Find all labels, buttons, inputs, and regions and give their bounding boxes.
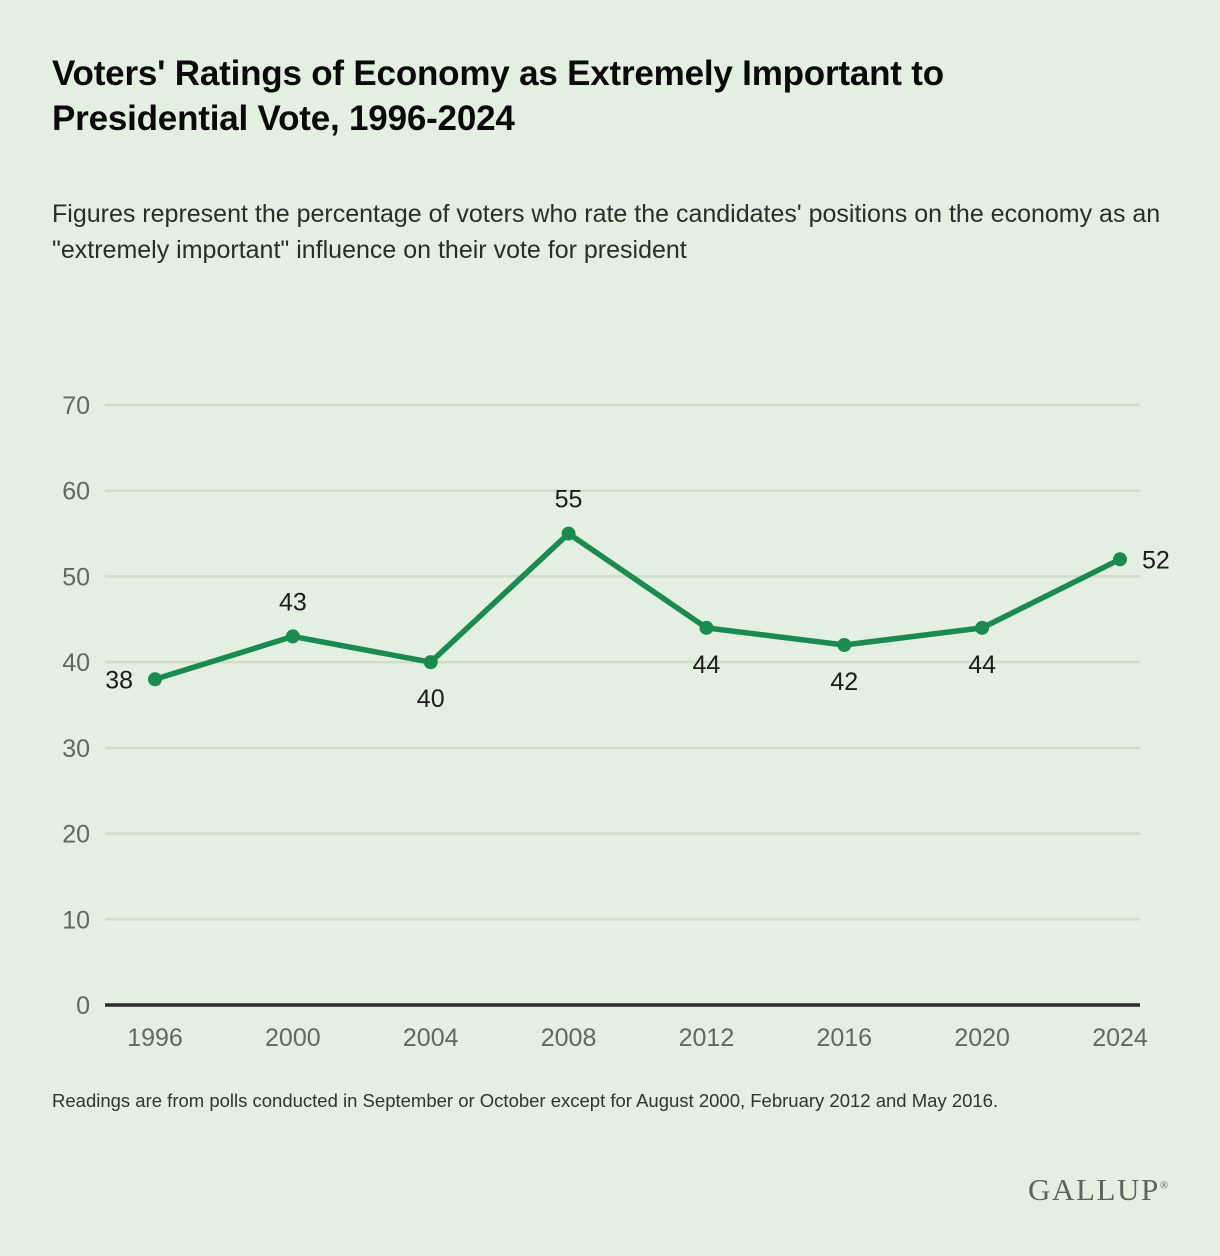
data-point-label: 44 <box>968 651 996 679</box>
x-axis-tick-label: 2016 <box>816 1024 872 1052</box>
data-point-label: 38 <box>105 666 133 694</box>
data-point <box>837 638 852 652</box>
x-axis-tick-label: 1996 <box>127 1024 183 1052</box>
data-point-labels: 38 43 40 55 44 42 44 52 <box>105 486 1170 714</box>
data-point <box>975 620 990 635</box>
y-axis-tick-label: 20 <box>62 821 90 849</box>
data-point <box>1113 552 1127 567</box>
data-point-label: 42 <box>830 668 858 696</box>
x-axis-labels: 1996 2000 2004 2008 2012 2016 2020 2024 <box>127 1024 1148 1052</box>
x-axis-tick-label: 2000 <box>265 1024 321 1052</box>
footnote: Readings are from polls conducted in Sep… <box>52 1090 999 1111</box>
y-axis-tick-label: 60 <box>62 478 90 506</box>
gallup-logo: GALLUP® <box>1028 1172 1168 1208</box>
y-axis-tick-label: 50 <box>62 563 90 591</box>
y-axis-tick-label: 70 <box>62 392 90 420</box>
data-point-label: 55 <box>555 486 583 514</box>
gallup-wordmark: GALLUP <box>1028 1172 1160 1207</box>
data-point <box>699 620 714 635</box>
data-point <box>423 655 438 670</box>
x-axis-tick-label: 2012 <box>679 1024 735 1052</box>
y-axis-tick-label: 0 <box>76 992 90 1020</box>
gridlines <box>105 403 1140 921</box>
x-axis-tick-label: 2020 <box>954 1024 1010 1052</box>
data-line <box>152 530 1123 683</box>
y-axis-tick-label: 30 <box>62 735 90 763</box>
x-axis-tick-label: 2024 <box>1092 1024 1148 1052</box>
x-axis-tick-label: 2008 <box>541 1024 597 1052</box>
data-point <box>148 672 162 687</box>
page-subtitle: Figures represent the percentage of vote… <box>52 200 1161 265</box>
y-axis-tick-label: 10 <box>62 906 90 934</box>
x-axis-tick-label: 2004 <box>403 1024 459 1052</box>
registered-mark-icon: ® <box>1159 1179 1169 1192</box>
page-title: Voters' Ratings of Economy as Extremely … <box>52 54 944 138</box>
data-point-label: 40 <box>417 685 445 713</box>
data-point-label: 52 <box>1142 546 1170 574</box>
data-point <box>561 526 576 541</box>
data-points <box>148 526 1127 687</box>
data-point <box>285 629 300 644</box>
y-axis-labels: 0 10 20 30 40 50 60 70 <box>62 392 90 1020</box>
data-point-label: 43 <box>279 588 307 616</box>
y-axis-tick-label: 40 <box>62 649 90 677</box>
data-point-label: 44 <box>693 651 721 679</box>
